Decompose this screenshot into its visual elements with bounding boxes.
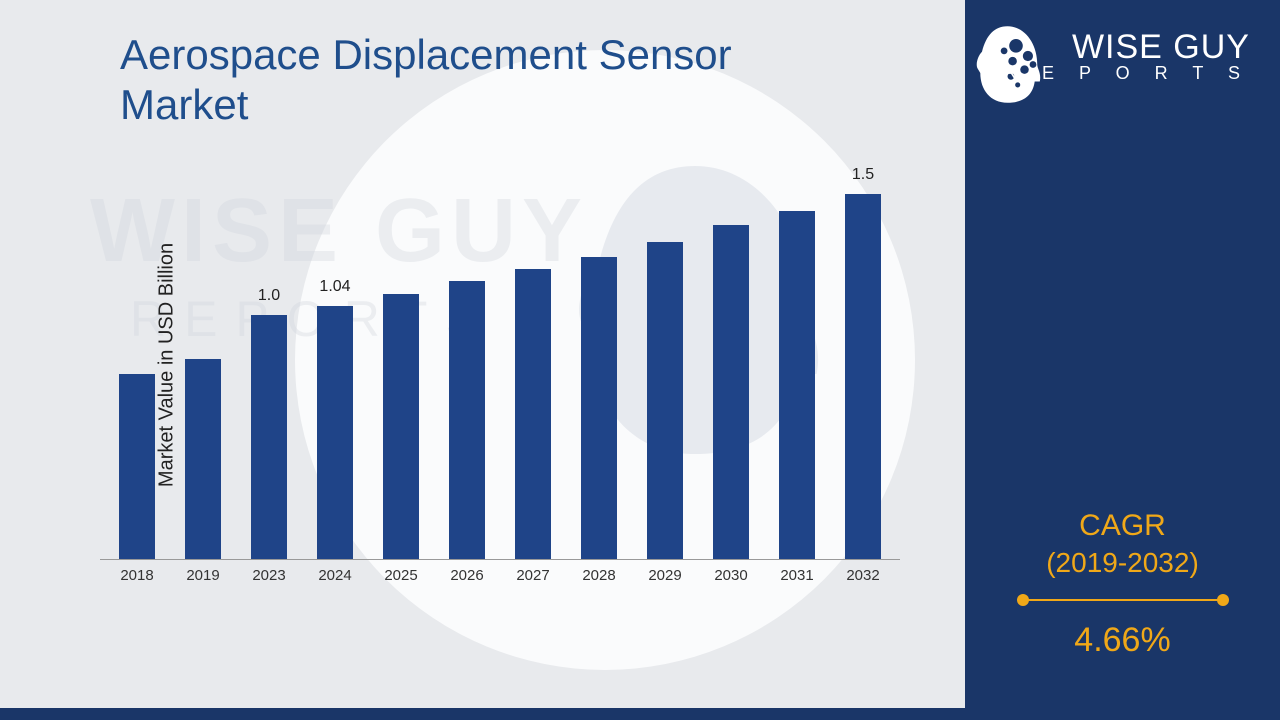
bar-2030: 2030 xyxy=(698,145,764,559)
x-tick-label: 2023 xyxy=(252,567,285,584)
bar-2024: 1.042024 xyxy=(302,145,368,559)
x-tick-label: 2029 xyxy=(648,567,681,584)
x-tick-label: 2025 xyxy=(384,567,417,584)
x-tick-label: 2024 xyxy=(318,567,351,584)
bar-2023: 1.02023 xyxy=(236,145,302,559)
bar xyxy=(185,359,221,559)
brand-sub: R E P O R T S xyxy=(1004,63,1250,84)
bar xyxy=(251,315,287,559)
bar-value-label: 1.5 xyxy=(852,166,874,184)
x-tick-label: 2028 xyxy=(582,567,615,584)
bar-2028: 2028 xyxy=(566,145,632,559)
bar-2026: 2026 xyxy=(434,145,500,559)
x-tick-label: 2026 xyxy=(450,567,483,584)
bar-2027: 2027 xyxy=(500,145,566,559)
bar-2018: 2018 xyxy=(104,145,170,559)
bar-2019: 2019 xyxy=(170,145,236,559)
bar xyxy=(713,225,749,559)
x-tick-label: 2019 xyxy=(186,567,219,584)
bar xyxy=(581,257,617,559)
bar-chart: Market Value in USD Billion 201820191.02… xyxy=(80,145,900,585)
main-panel: WISE GUY REPORTS Aerospace Displacement … xyxy=(0,0,965,708)
bar xyxy=(383,294,419,559)
x-tick-label: 2027 xyxy=(516,567,549,584)
bar-2031: 2031 xyxy=(764,145,830,559)
cagr-label: CAGR xyxy=(995,509,1250,543)
cagr-divider xyxy=(1023,599,1223,601)
bars-container: 201820191.020231.04202420252026202720282… xyxy=(100,145,900,559)
sidebar: WISE GUY R E P O R T S CAGR (2019-2032) … xyxy=(965,0,1280,720)
x-tick-label: 2030 xyxy=(714,567,747,584)
bar xyxy=(515,269,551,559)
x-tick-label: 2031 xyxy=(780,567,813,584)
brand-name: WISE GUY xyxy=(1004,28,1250,67)
bar-2029: 2029 xyxy=(632,145,698,559)
bar xyxy=(317,306,353,559)
brand-logo: WISE GUY R E P O R T S xyxy=(1004,28,1250,84)
cagr-value: 4.66% xyxy=(995,621,1250,660)
cagr-block: CAGR (2019-2032) 4.66% xyxy=(995,509,1250,660)
chart-title: Aerospace Displacement Sensor Market xyxy=(120,30,820,131)
bar-value-label: 1.04 xyxy=(319,278,350,296)
bar xyxy=(779,211,815,559)
x-tick-label: 2018 xyxy=(120,567,153,584)
x-tick-label: 2032 xyxy=(846,567,879,584)
bar-2032: 1.52032 xyxy=(830,145,896,559)
cagr-period: (2019-2032) xyxy=(995,547,1250,579)
bar xyxy=(647,242,683,559)
plot-area: 201820191.020231.04202420252026202720282… xyxy=(100,145,900,560)
bar-value-label: 1.0 xyxy=(258,287,280,305)
bar-2025: 2025 xyxy=(368,145,434,559)
bottom-strip xyxy=(0,708,965,720)
bar xyxy=(119,374,155,559)
bar xyxy=(845,194,881,559)
bar xyxy=(449,281,485,559)
